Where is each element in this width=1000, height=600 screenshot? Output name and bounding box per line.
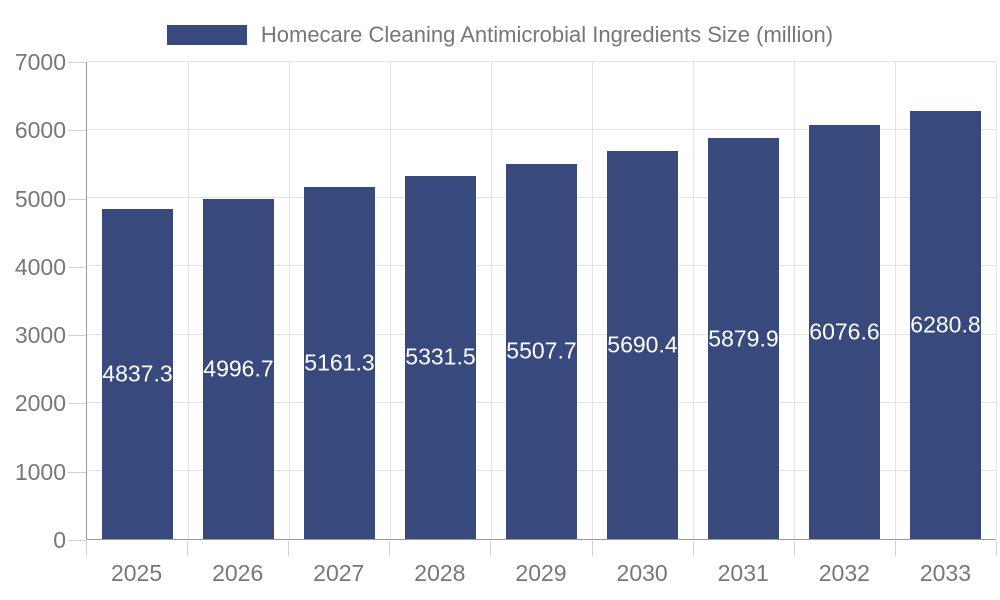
- gridline-vertical: [188, 62, 189, 539]
- y-axis-tick: [68, 540, 86, 541]
- x-axis-tick: [793, 541, 795, 556]
- category-band: 5507.7: [491, 62, 592, 539]
- legend-label: Homecare Cleaning Antimicrobial Ingredie…: [260, 22, 834, 47]
- bar-2031[interactable]: 5879.9: [708, 138, 779, 539]
- bar-value-label: 5161.3: [304, 349, 375, 376]
- legend-swatch: [166, 25, 247, 45]
- gridline-horizontal: [87, 61, 996, 62]
- x-axis-label: 2030: [616, 560, 668, 586]
- plot-area: 4837.3 4996.7 5161.3 5331.5 5507.7 5690.4 5879…: [86, 61, 997, 540]
- y-axis-label: 0: [53, 527, 66, 553]
- x-axis-label: 2027: [313, 560, 365, 586]
- category-band: 6280.8: [895, 62, 996, 539]
- x-axis-label: 2029: [515, 560, 567, 586]
- y-axis-label: 5000: [14, 185, 66, 212]
- bar-value-label: 5507.7: [506, 337, 577, 364]
- bar-2028[interactable]: 5331.5: [405, 175, 476, 539]
- bar-2025[interactable]: 4837.3: [102, 209, 173, 539]
- y-axis-tick: [68, 62, 86, 63]
- gridline-vertical: [996, 62, 997, 539]
- x-axis-tick: [591, 541, 593, 556]
- y-axis-tick: [68, 403, 86, 405]
- y-axis-tick: [68, 130, 86, 132]
- x-axis-tick: [996, 541, 997, 556]
- x-axis-label: 2028: [414, 560, 466, 586]
- y-axis-label: 1000: [14, 458, 66, 485]
- x-axis-tick: [692, 541, 694, 556]
- y-axis-tick: [68, 198, 86, 200]
- x-axis-label: 2033: [919, 560, 972, 586]
- category-band: 4837.3: [87, 62, 188, 539]
- y-axis-tick: [68, 266, 86, 268]
- x-axis-tick: [894, 541, 896, 556]
- bar-2033[interactable]: 6280.8: [910, 111, 981, 539]
- gridline-vertical: [692, 62, 694, 539]
- y-axis-tick: [68, 471, 86, 473]
- category-band: 5690.4: [592, 62, 693, 539]
- bar-value-label: 4837.3: [102, 360, 173, 387]
- y-axis-label: 2000: [14, 390, 66, 417]
- gridline-vertical: [895, 62, 896, 539]
- bar-2030[interactable]: 5690.4: [607, 151, 678, 539]
- x-axis-label: 2025: [110, 560, 163, 586]
- bar-value-label: 5690.4: [607, 331, 678, 358]
- category-band: 5331.5: [390, 62, 491, 539]
- y-axis-label: 4000: [14, 253, 66, 280]
- category-band: 6076.6: [794, 62, 895, 539]
- y-axis-label: 7000: [14, 49, 66, 75]
- bar-2032[interactable]: 6076.6: [809, 124, 880, 539]
- x-axis-tick: [490, 541, 492, 556]
- x-axis-tick: [389, 541, 391, 556]
- bar-value-label: 6280.8: [910, 311, 981, 338]
- x-axis-label: 2032: [818, 560, 870, 586]
- legend-item[interactable]: Homecare Cleaning Antimicrobial Ingredie…: [0, 18, 1000, 52]
- gridline-horizontal: [87, 129, 996, 131]
- category-band: 4996.7: [188, 62, 289, 539]
- category-band: 5879.9: [693, 62, 794, 539]
- x-axis-tick: [187, 541, 189, 556]
- x-axis-tick: [288, 541, 290, 556]
- gridline-vertical: [491, 62, 492, 539]
- bar-value-label: 4996.7: [203, 355, 274, 382]
- bar-2029[interactable]: 5507.7: [506, 163, 577, 539]
- category-band: 5161.3: [289, 62, 390, 539]
- y-axis-tick: [68, 335, 86, 337]
- y-axis-label: 6000: [14, 117, 66, 144]
- gridline-vertical: [289, 62, 290, 539]
- bar-2026[interactable]: 4996.7: [203, 198, 274, 539]
- bar-value-label: 6076.6: [809, 318, 880, 345]
- bar-value-label: 5331.5: [405, 343, 476, 370]
- bar-2027[interactable]: 5161.3: [304, 187, 375, 539]
- gridline-vertical: [794, 62, 795, 539]
- y-axis-label: 3000: [14, 322, 66, 349]
- gridline-vertical: [592, 62, 593, 539]
- bar-value-label: 5879.9: [708, 325, 779, 352]
- x-axis-label: 2026: [212, 560, 264, 586]
- gridline-vertical: [389, 62, 391, 539]
- x-axis-label: 2031: [717, 560, 769, 586]
- x-axis-tick: [86, 541, 87, 556]
